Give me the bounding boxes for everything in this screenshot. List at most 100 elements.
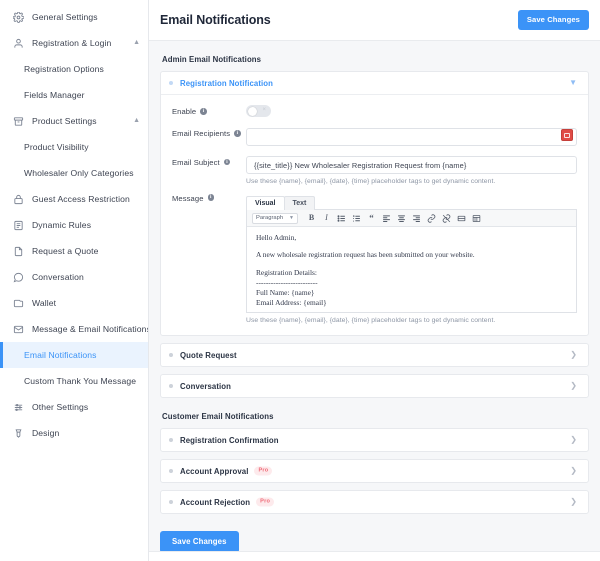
panel-title: Registration Notification (180, 78, 274, 88)
numbered-list-icon[interactable] (352, 214, 361, 223)
toolbar-toggle-icon[interactable] (472, 214, 481, 223)
info-icon[interactable]: i (234, 130, 241, 137)
save-changes-button-bottom[interactable]: Save Changes (160, 531, 239, 553)
sidebar-item-custom-thank-you-message[interactable]: Custom Thank You Message (0, 368, 148, 394)
panel-header-conversation[interactable]: Conversation ❯ (161, 375, 588, 397)
pro-badge: Pro (256, 497, 275, 506)
bullet-list-icon[interactable] (337, 214, 346, 223)
editor-content[interactable]: Hello Admin, A new wholesale registratio… (247, 227, 576, 312)
sidebar-item-guest-access-restriction[interactable]: Guest Access Restriction (0, 186, 148, 212)
recipients-label-wrap: Email Recipients i (172, 126, 246, 138)
user-icon (12, 37, 25, 50)
customer-section-title: Customer Email Notifications (162, 412, 274, 421)
sidebar-item-registration-options[interactable]: Registration Options (0, 56, 148, 82)
sidebar-item-conversation[interactable]: Conversation (0, 264, 148, 290)
sidebar-item-product-visibility[interactable]: Product Visibility (0, 134, 148, 160)
email-recipients-input[interactable] (246, 127, 577, 146)
lock-icon (12, 193, 25, 206)
sidebar-item-label: Guest Access Restriction (32, 194, 130, 204)
panel-registration-confirmation: Registration Confirmation ❯ (160, 428, 589, 452)
sidebar-item-label: Product Visibility (24, 142, 89, 152)
sidebar-item-email-notifications[interactable]: Email Notifications (0, 342, 148, 368)
link-icon[interactable] (427, 213, 436, 223)
chevron-up-icon: ▲ (133, 116, 140, 124)
enable-field: × (246, 104, 577, 117)
panel-title: Account Rejection (180, 497, 251, 507)
sidebar-item-label: Request a Quote (32, 246, 99, 256)
sidebar-item-label: Registration & Login (32, 38, 112, 48)
chevron-down-icon: ▼ (569, 78, 577, 87)
panel-header-account-approval[interactable]: Account Approval Pro ❯ (161, 460, 588, 482)
envelope-icon (12, 323, 25, 336)
bold-icon[interactable]: B (308, 213, 315, 222)
panel-header-quote-request[interactable]: Quote Request ❯ (161, 344, 588, 366)
field-row-message: Message i Visual Text (172, 194, 577, 324)
bullet-icon (169, 81, 173, 85)
email-subject-input[interactable] (246, 156, 577, 174)
info-icon[interactable]: i (223, 158, 231, 166)
editor-toolbar: Paragraph ▼ B I (247, 210, 576, 227)
info-icon[interactable]: i (207, 194, 215, 201)
design-icon (12, 427, 25, 440)
unlink-icon[interactable] (442, 213, 451, 223)
field-row-email-subject: Email Subject i Use these {name}, {email… (172, 155, 577, 185)
panel-header-registration-confirmation[interactable]: Registration Confirmation ❯ (161, 429, 588, 451)
tab-visual[interactable]: Visual (246, 196, 285, 210)
sidebar-item-request-a-quote[interactable]: Request a Quote (0, 238, 148, 264)
editor-line-divider: ------------------------- (256, 278, 318, 288)
sidebar-item-label: Custom Thank You Message (24, 376, 137, 386)
panel-header-account-rejection[interactable]: Account Rejection Pro ❯ (161, 491, 588, 513)
chevron-up-icon: ▲ (133, 38, 140, 46)
wysiwyg-editor: Paragraph ▼ B I (246, 209, 577, 313)
italic-icon[interactable]: I (325, 213, 328, 222)
sidebar-item-product-settings[interactable]: Product Settings ▲ (0, 108, 148, 134)
save-changes-button-top[interactable]: Save Changes (517, 10, 589, 30)
sidebar-item-label: Email Notifications (24, 350, 97, 360)
sidebar-item-label: Message & Email Notifications (32, 324, 149, 334)
rules-icon (12, 219, 25, 232)
bullet-icon (169, 438, 173, 442)
sidebar-item-registration-login[interactable]: Registration & Login ▲ (0, 30, 148, 56)
editor-tabs: Visual Text (246, 194, 577, 210)
sidebar-item-fields-manager[interactable]: Fields Manager (0, 82, 148, 108)
footer-save-area: Save Changes (160, 521, 589, 553)
sidebar: General Settings Registration & Login ▲ … (0, 0, 149, 561)
align-left-icon[interactable] (382, 214, 391, 223)
paragraph-format-select[interactable]: Paragraph ▼ (252, 212, 298, 224)
sidebar-item-wholesaler-only-categories[interactable]: Wholesaler Only Categories (0, 160, 148, 186)
panel-conversation: Conversation ❯ (160, 374, 589, 398)
admin-section-title: Admin Email Notifications (162, 55, 262, 64)
remove-recipient-button[interactable] (561, 129, 573, 141)
panel-header-registration-notification[interactable]: Registration Notification ▼ (161, 72, 588, 94)
editor-line-email-address: Email Address: {email} (256, 298, 327, 308)
subject-label-wrap: Email Subject i (172, 155, 246, 167)
panel-title: Conversation (180, 381, 232, 391)
editor-line-full-name: Full Name: {name} (256, 288, 315, 298)
sidebar-item-wallet[interactable]: Wallet (0, 290, 148, 316)
sidebar-item-dynamic-rules[interactable]: Dynamic Rules (0, 212, 148, 238)
settings-scroll-area: Admin Email Notifications Registration N… (149, 41, 600, 561)
info-icon[interactable]: i (200, 108, 207, 115)
align-right-icon[interactable] (412, 214, 421, 223)
sidebar-item-general-settings[interactable]: General Settings (0, 4, 148, 30)
sidebar-item-label: Other Settings (32, 402, 89, 412)
editor-line-details-heading: Registration Details: (256, 268, 317, 278)
field-row-email-recipients: Email Recipients i (172, 126, 577, 146)
align-center-icon[interactable] (397, 214, 406, 223)
tab-text[interactable]: Text (283, 196, 316, 210)
sidebar-item-other-settings[interactable]: Other Settings (0, 394, 148, 420)
sidebar-item-message-email-notifications[interactable]: Message & Email Notifications ▲ (0, 316, 148, 342)
enable-toggle[interactable]: × (246, 105, 271, 117)
insert-more-icon[interactable] (457, 214, 466, 223)
panel-account-rejection: Account Rejection Pro ❯ (160, 490, 589, 514)
sidebar-item-label: General Settings (32, 12, 98, 22)
sidebar-item-design[interactable]: Design (0, 420, 148, 446)
bullet-icon (169, 469, 173, 473)
toggle-off-icon: × (262, 107, 266, 113)
sidebar-item-label: Wholesaler Only Categories (24, 168, 134, 178)
blockquote-icon[interactable]: “ (369, 212, 374, 223)
panel-body-registration-notification: Enable i × Email Recipi (161, 94, 588, 335)
gear-icon (12, 11, 25, 24)
recipients-field (246, 126, 577, 146)
